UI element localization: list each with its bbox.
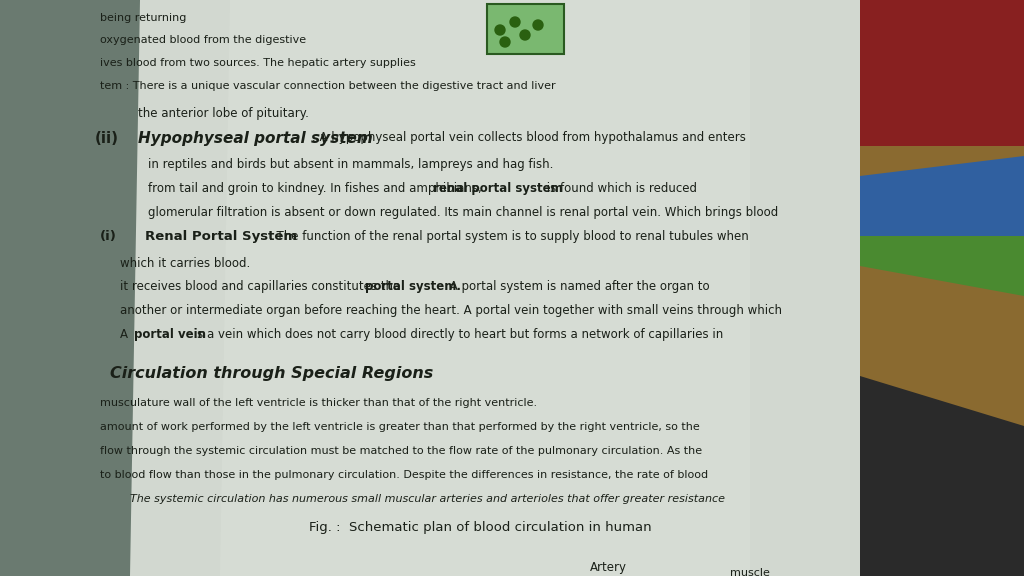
Polygon shape	[860, 0, 1024, 146]
Text: amount of work performed by the left ventricle is greater than that performed by: amount of work performed by the left ven…	[100, 422, 699, 432]
Text: : The function of the renal portal system is to supply blood to renal tubules wh: : The function of the renal portal syste…	[264, 230, 749, 242]
Text: the anterior lobe of pituitary.: the anterior lobe of pituitary.	[138, 107, 309, 120]
Circle shape	[510, 17, 520, 27]
Text: portal system.: portal system.	[365, 281, 461, 293]
Circle shape	[534, 20, 543, 30]
Text: another or intermediate organ before reaching the heart. A portal vein together : another or intermediate organ before rea…	[120, 304, 782, 317]
Text: Renal Portal System: Renal Portal System	[145, 230, 297, 242]
Text: portal vein: portal vein	[134, 328, 206, 341]
Polygon shape	[860, 216, 1024, 296]
Text: flow through the systemic circulation must be matched to the flow rate of the pu: flow through the systemic circulation mu…	[100, 446, 702, 456]
Text: Circulation through Special Regions: Circulation through Special Regions	[110, 366, 433, 381]
Text: musculature wall of the left ventricle is thicker than that of the right ventric: musculature wall of the left ventricle i…	[100, 399, 538, 408]
Polygon shape	[860, 156, 1024, 236]
Text: (i): (i)	[100, 230, 117, 242]
Text: renal portal system: renal portal system	[433, 182, 562, 195]
Polygon shape	[220, 0, 750, 576]
Text: is a vein which does not carry blood directly to heart but forms a network of ca: is a vein which does not carry blood dir…	[190, 328, 723, 341]
Circle shape	[520, 30, 530, 40]
Polygon shape	[860, 0, 1024, 426]
Text: : A hypophyseal portal vein collects blood from hypothalamus and enters: : A hypophyseal portal vein collects blo…	[308, 131, 745, 144]
Circle shape	[495, 25, 505, 35]
Text: oxygenated blood from the digestive: oxygenated blood from the digestive	[100, 35, 306, 46]
Text: which it carries blood.: which it carries blood.	[120, 256, 250, 270]
Text: muscle: muscle	[730, 568, 770, 576]
Text: A portal system is named after the organ to: A portal system is named after the organ…	[446, 281, 710, 293]
Text: A: A	[120, 328, 132, 341]
Polygon shape	[860, 0, 1024, 576]
Text: it receives blood and capillaries constitutes the: it receives blood and capillaries consti…	[120, 281, 404, 293]
Text: Artery: Artery	[590, 561, 627, 574]
Text: glomerular filtration is absent or down regulated. Its main channel is renal por: glomerular filtration is absent or down …	[148, 206, 778, 219]
Text: tem : There is a unique vascular connection between the digestive tract and live: tem : There is a unique vascular connect…	[100, 81, 556, 91]
Text: Hypophyseal portal system: Hypophyseal portal system	[138, 131, 373, 146]
Text: The systemic circulation has numerous small muscular arteries and arterioles tha: The systemic circulation has numerous sm…	[130, 494, 725, 504]
Text: is found which is reduced: is found which is reduced	[543, 182, 697, 195]
Circle shape	[500, 37, 510, 47]
Polygon shape	[130, 0, 860, 576]
Text: being returning: being returning	[100, 13, 186, 22]
Text: from tail and groin to kindney. In fishes and amphibians,: from tail and groin to kindney. In fishe…	[148, 182, 486, 195]
Text: to blood flow than those in the pulmonary circulation. Despite the differences i: to blood flow than those in the pulmonar…	[100, 470, 709, 480]
Text: ives blood from two sources. The hepatic artery supplies: ives blood from two sources. The hepatic…	[100, 58, 416, 68]
Text: Fig. :  Schematic plan of blood circulation in human: Fig. : Schematic plan of blood circulati…	[308, 521, 651, 534]
Text: (ii): (ii)	[95, 131, 119, 146]
FancyBboxPatch shape	[487, 4, 564, 54]
Polygon shape	[0, 0, 200, 576]
Text: in reptiles and birds but absent in mammals, lampreys and hag fish.: in reptiles and birds but absent in mamm…	[148, 158, 554, 171]
